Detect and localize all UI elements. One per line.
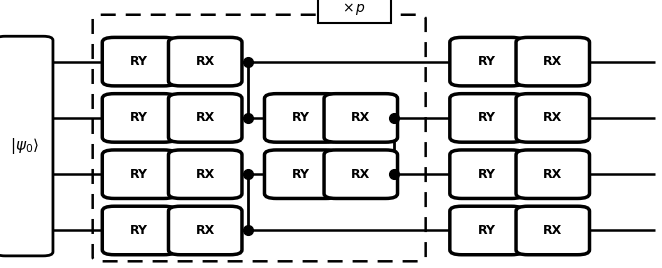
FancyBboxPatch shape [324,150,397,198]
FancyBboxPatch shape [264,94,338,142]
FancyBboxPatch shape [324,94,397,142]
FancyBboxPatch shape [516,94,589,142]
Text: RY: RY [130,111,148,124]
FancyBboxPatch shape [168,94,242,142]
FancyBboxPatch shape [516,150,589,198]
FancyBboxPatch shape [102,206,175,255]
FancyBboxPatch shape [168,37,242,86]
FancyBboxPatch shape [450,206,524,255]
Text: RY: RY [477,55,496,68]
Text: RX: RX [195,55,215,68]
Text: $\times\, p$: $\times\, p$ [342,1,366,17]
Text: RX: RX [195,111,215,124]
Text: RX: RX [195,168,215,181]
FancyBboxPatch shape [102,150,175,198]
FancyBboxPatch shape [0,36,53,256]
Text: RX: RX [543,168,563,181]
Text: RX: RX [351,111,371,124]
Text: RY: RY [130,168,148,181]
FancyBboxPatch shape [168,206,242,255]
FancyBboxPatch shape [450,150,524,198]
Text: RX: RX [543,111,563,124]
Text: RX: RX [543,55,563,68]
Text: RY: RY [292,111,310,124]
Text: RY: RY [477,168,496,181]
Text: RX: RX [543,224,563,237]
Text: RX: RX [195,224,215,237]
FancyBboxPatch shape [450,37,524,86]
Text: RX: RX [351,168,371,181]
Text: $|\psi_0\rangle$: $|\psi_0\rangle$ [10,136,38,156]
FancyBboxPatch shape [318,0,391,24]
Text: RY: RY [477,224,496,237]
Text: RY: RY [477,111,496,124]
FancyBboxPatch shape [516,206,589,255]
FancyBboxPatch shape [264,150,338,198]
Text: RY: RY [292,168,310,181]
FancyBboxPatch shape [450,94,524,142]
Text: RY: RY [130,224,148,237]
FancyBboxPatch shape [168,150,242,198]
FancyBboxPatch shape [102,94,175,142]
Text: RY: RY [130,55,148,68]
FancyBboxPatch shape [102,37,175,86]
FancyBboxPatch shape [516,37,589,86]
